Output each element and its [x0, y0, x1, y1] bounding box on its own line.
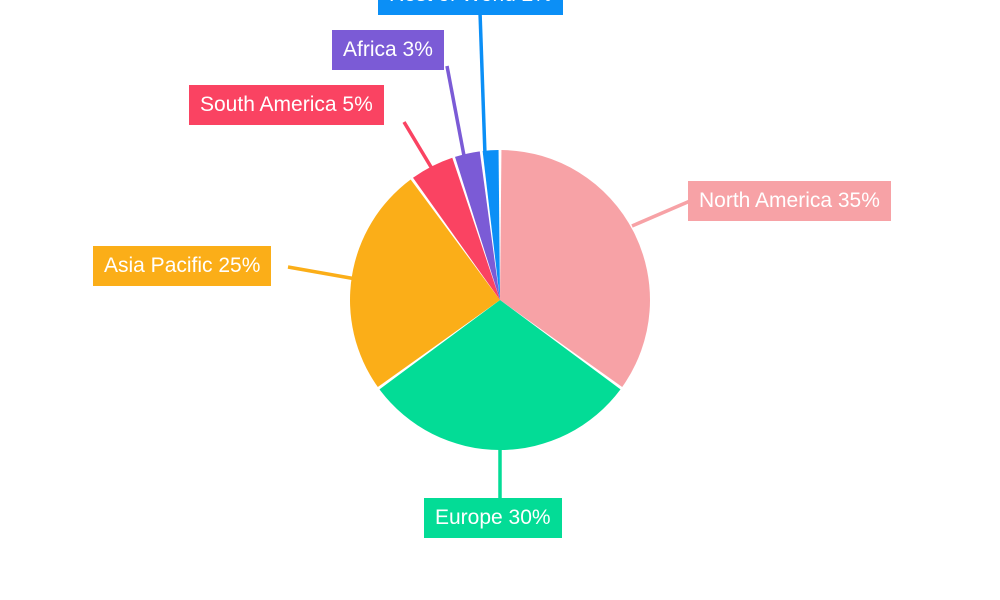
- slice-label-africa[interactable]: Africa 3%: [332, 30, 444, 70]
- slice-label-south-america[interactable]: South America 5%: [189, 85, 384, 125]
- pie-slices-group: [350, 150, 650, 451]
- pie-slice-rest-of-world[interactable]: [482, 150, 500, 300]
- pie-slice-north-america[interactable]: [500, 150, 650, 387]
- pie-slice-africa[interactable]: [455, 151, 500, 300]
- slice-label-north-america[interactable]: North America 35%: [688, 181, 891, 221]
- leader-line-asia-pacific: [287, 265, 357, 281]
- slice-label-asia-pacific[interactable]: Asia Pacific 25%: [93, 246, 272, 286]
- leader-line-rest-of-world: [478, 11, 487, 156]
- pie-slice-south-america[interactable]: [413, 157, 500, 300]
- leader-line-africa: [445, 65, 467, 162]
- pie-slice-asia-pacific[interactable]: [350, 179, 500, 388]
- slice-label-europe[interactable]: Europe 30%: [424, 498, 562, 538]
- slice-label-rest-of-world[interactable]: Rest of World 2%: [378, 0, 564, 15]
- pie-slice-europe[interactable]: [379, 300, 621, 451]
- leader-line-north-america: [631, 199, 691, 228]
